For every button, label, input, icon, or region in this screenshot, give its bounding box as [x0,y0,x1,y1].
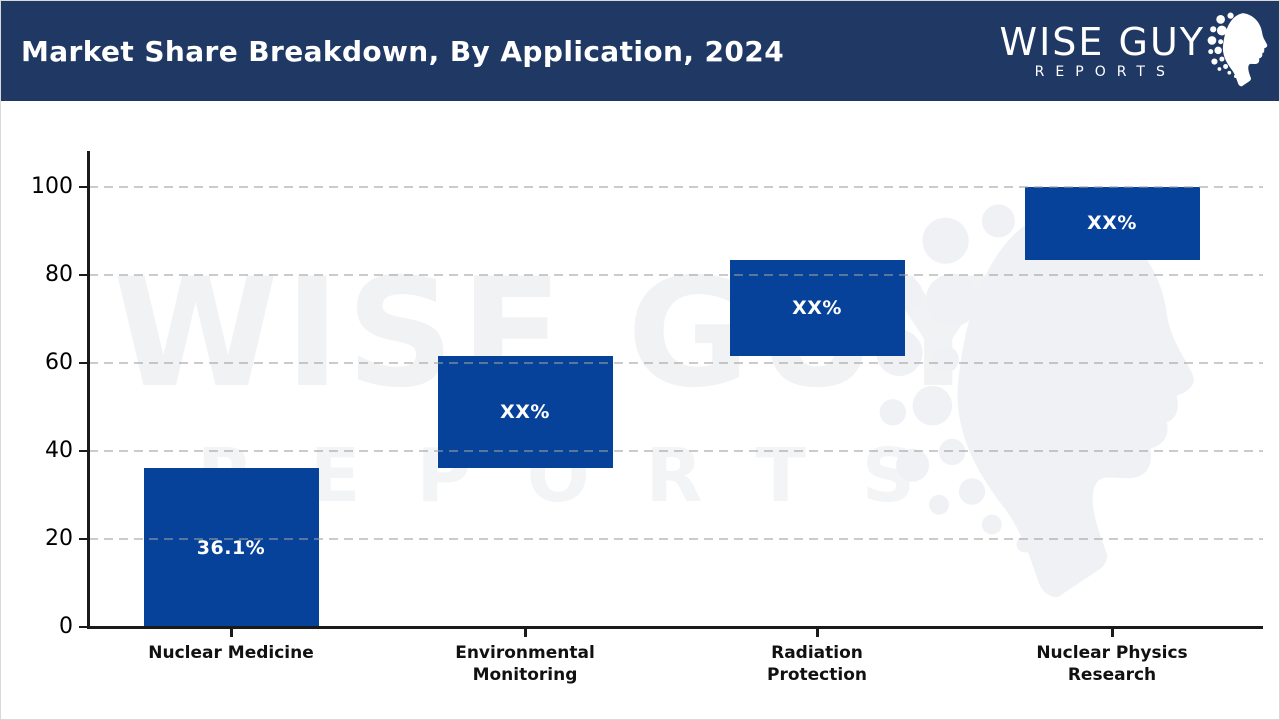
y-tick [79,362,87,364]
category-label: Radiation Protection [767,643,867,686]
y-tick-label: 80 [45,262,73,287]
y-gridline [89,274,1263,276]
y-tick-label: 0 [59,614,73,639]
y-tick [79,450,87,452]
logo-wordmark: WISE GUY [999,19,1205,64]
bar-segment: XX% [437,355,613,469]
category-label: Nuclear Physics Research [1036,643,1188,686]
page-title: Market Share Breakdown, By Application, … [21,34,785,68]
logo-subtitle: REPORTS [1034,63,1176,80]
x-tick [1111,629,1114,637]
x-tick [230,629,233,637]
bar-value-label: XX% [500,400,550,423]
bar-value-label: 36.1% [196,536,266,559]
bar-segment: XX% [1024,187,1200,260]
logo-head-icon [1207,6,1269,96]
y-tick-label: 100 [31,174,73,199]
y-tick-label: 60 [45,350,73,375]
bar-value-label: XX% [1087,212,1137,235]
bar-segment: 36.1% [143,468,319,627]
y-tick [79,274,87,276]
y-tick-label: 20 [45,526,73,551]
y-gridline [89,538,1263,540]
x-axis-line [87,626,1263,629]
category-label: Environmental Monitoring [455,643,595,686]
y-tick [79,538,87,540]
y-gridline [89,450,1263,452]
y-tick-label: 40 [45,438,73,463]
y-gridline [89,362,1263,364]
header-bar: Market Share Breakdown, By Application, … [1,1,1279,101]
y-gridline [89,186,1263,188]
y-tick [79,626,87,628]
x-tick [816,629,819,637]
logo-text: WISE GUY REPORTS [1000,23,1205,80]
category-label: Nuclear Medicine [148,643,314,663]
x-tick [524,629,527,637]
y-axis-line [87,151,90,629]
y-tick [79,186,87,188]
bar-value-label: XX% [792,296,842,319]
wise-guy-logo: WISE GUY REPORTS [1000,6,1269,96]
